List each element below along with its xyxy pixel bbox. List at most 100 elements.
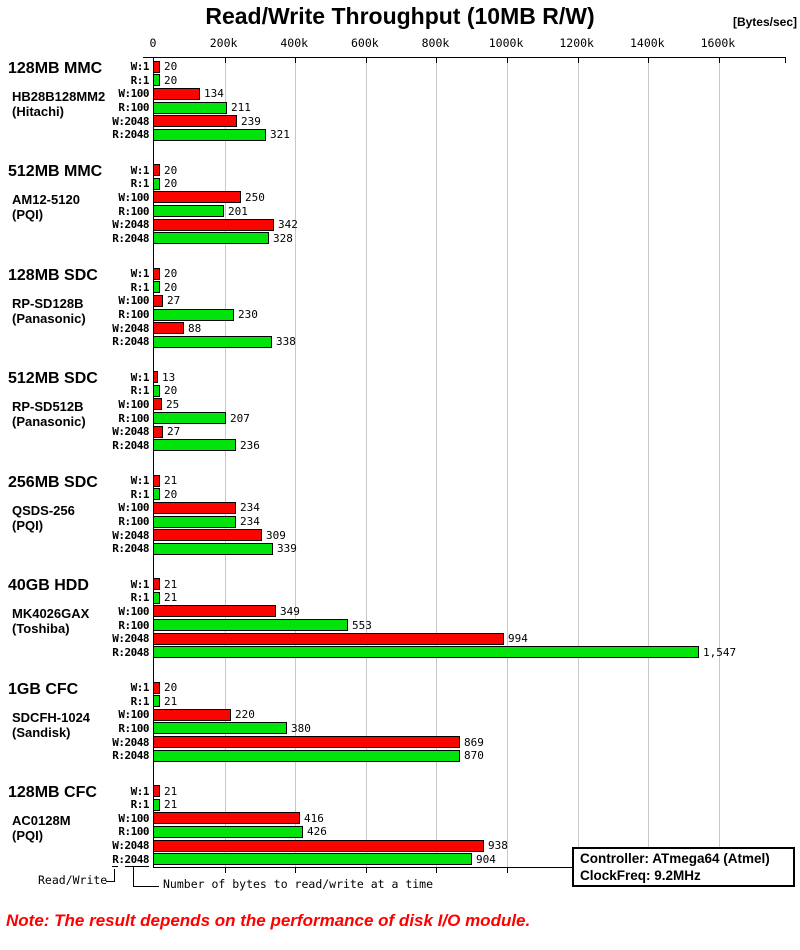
- read-bar: [153, 384, 160, 397]
- read-bar: [153, 591, 160, 604]
- write-bar: [153, 839, 484, 852]
- bar-value-label: 20: [164, 163, 178, 177]
- write-bar: [153, 371, 158, 384]
- bar-row-label: R:100: [118, 204, 149, 218]
- bar-value-label: 21: [164, 798, 178, 812]
- bar-row-label: W:2048: [112, 218, 149, 232]
- read-write-letter: R: [112, 852, 119, 867]
- controller-line: Controller: ATmega64 (Atmel): [580, 851, 770, 866]
- bar-row: W:2048 309: [0, 528, 800, 542]
- read-bar: [153, 749, 460, 762]
- bar-row: R:2048 321: [0, 128, 800, 142]
- read-bar: [153, 825, 303, 838]
- bytes-annotation: Number of bytes to read/write at a time: [163, 877, 434, 891]
- write-bar: [153, 501, 236, 514]
- bar-row-label: R:2048: [112, 231, 149, 245]
- bar-value-label: 349: [280, 604, 300, 618]
- bar-value-label: 870: [464, 749, 484, 763]
- bar-row-label: W:2048: [112, 528, 149, 542]
- device-name: 1GB CFC: [8, 680, 79, 698]
- x-axis-tick-label: 800k: [421, 36, 450, 50]
- bar-value-label: 236: [240, 438, 260, 452]
- axis-tick: [365, 868, 367, 873]
- x-axis-tick-label: 1400k: [629, 36, 665, 50]
- device-model: HB28B128MM2: [12, 89, 106, 104]
- bar-row: R:1 20: [0, 488, 800, 502]
- bar-row: R:100 553: [0, 618, 800, 632]
- bar-value-label: 553: [352, 618, 372, 632]
- device-label: 128MB CFC AC0128M (PQI): [8, 784, 153, 844]
- write-bar: [153, 191, 241, 204]
- device-name: 128MB SDC: [8, 266, 98, 284]
- write-bar: [153, 681, 160, 694]
- device-group: 40GB HDD MK4026GAX (Toshiba) W:1 21 R:1 21 W:10…: [0, 577, 800, 659]
- chart-title: Read/Write Throughput (10MB R/W): [205, 3, 595, 29]
- bar-row: R:2048 236: [0, 438, 800, 452]
- bar-row: R:100 380: [0, 722, 800, 736]
- bar-row: W:100 134: [0, 87, 800, 101]
- bar-row: R:100 426: [0, 825, 800, 839]
- bar-value-label: 21: [164, 694, 178, 708]
- device-name: 128MB MMC: [8, 60, 103, 77]
- bar-value-label: 27: [167, 425, 181, 439]
- bar-row-label: W:100: [118, 190, 149, 204]
- device-brand: (Sandisk): [12, 724, 71, 740]
- device-label: 512MB SDC RP-SD512B (Panasonic): [8, 371, 153, 430]
- gridline: [577, 58, 579, 867]
- bar-row: W:1 20: [0, 163, 800, 177]
- bar-row-label: W:1: [130, 681, 150, 695]
- gridline: [507, 58, 509, 867]
- bar-value-label: 20: [164, 60, 178, 74]
- bar-row: W:100 234: [0, 501, 800, 515]
- device-name: 256MB SDC: [8, 473, 98, 491]
- write-bar: [153, 218, 274, 231]
- bar-row-label: R:2048: [112, 852, 149, 867]
- bar-row-label: W:2048: [112, 735, 149, 749]
- bar-row: W:1 20: [0, 267, 800, 281]
- device-name: 40GB HDD: [8, 577, 89, 595]
- bar-row-label: R:2048: [112, 438, 149, 452]
- axis-tick: [295, 868, 297, 873]
- connector-line-read-write: [106, 869, 115, 882]
- read-bar: [153, 74, 160, 87]
- bar-row: R:1 20: [0, 281, 800, 295]
- bar-groups: 128MB MMC HB28B128MM2 (Hitachi) W:1 20 R:1 20 W…: [0, 58, 800, 888]
- bar-row: R:2048 328: [0, 231, 800, 245]
- bar-value-label: 27: [167, 294, 181, 308]
- x-axis-tick-label: 1200k: [559, 36, 594, 50]
- device-group: 512MB MMC AM12-5120 (PQI) W:1 20 R:1 20 W:100 25…: [0, 163, 800, 245]
- x-axis-labels: 0 200k 400k 600k 800k 1000k 1200k 1400k 1600k: [150, 36, 785, 51]
- bar-value-label: 338: [276, 335, 296, 349]
- read-bar: [153, 798, 160, 811]
- read-bar: [153, 619, 348, 631]
- bar-value-label: 234: [240, 515, 260, 529]
- write-bar: [153, 267, 160, 280]
- x-axis-tick-label: 200k: [209, 36, 238, 50]
- bar-value-label: 220: [235, 708, 255, 722]
- bar-value-label: 339: [277, 542, 297, 556]
- bar-row-label: W:2048: [112, 632, 149, 646]
- bar-row-label: W:1: [130, 474, 150, 488]
- bar-row-label: W:1: [130, 60, 150, 74]
- bar-row-label: W:100: [118, 501, 149, 515]
- controller-info-box: Controller: ATmega64 (Atmel) ClockFreq: …: [572, 847, 795, 887]
- bar-row-label: W:2048: [112, 321, 149, 335]
- device-brand: (Panasonic): [12, 414, 86, 430]
- write-bar: [153, 398, 162, 411]
- device-model: RP-SD128B: [12, 295, 84, 311]
- device-label: 40GB HDD MK4026GAX (Toshiba): [8, 577, 153, 637]
- device-group: 256MB SDC QSDS-256 (PQI) W:1 21 R:1 20 W:100 234…: [0, 474, 800, 556]
- x-axis-tick-label: 1600k: [700, 36, 736, 50]
- gridline: [648, 58, 650, 867]
- write-bar: [153, 785, 160, 798]
- bar-row-label: W:2048: [112, 839, 149, 853]
- write-bar: [153, 578, 160, 591]
- device-model: AC0128M: [12, 813, 71, 829]
- connector-line-bytes: [133, 867, 159, 887]
- device-model: AM12-5120: [12, 192, 80, 208]
- bar-value-label: 234: [240, 501, 260, 515]
- read-bar: [153, 722, 287, 735]
- bar-row: W:2048 239: [0, 114, 800, 128]
- device-name: 128MB CFC: [8, 784, 97, 802]
- bar-row: R:1 21: [0, 798, 800, 812]
